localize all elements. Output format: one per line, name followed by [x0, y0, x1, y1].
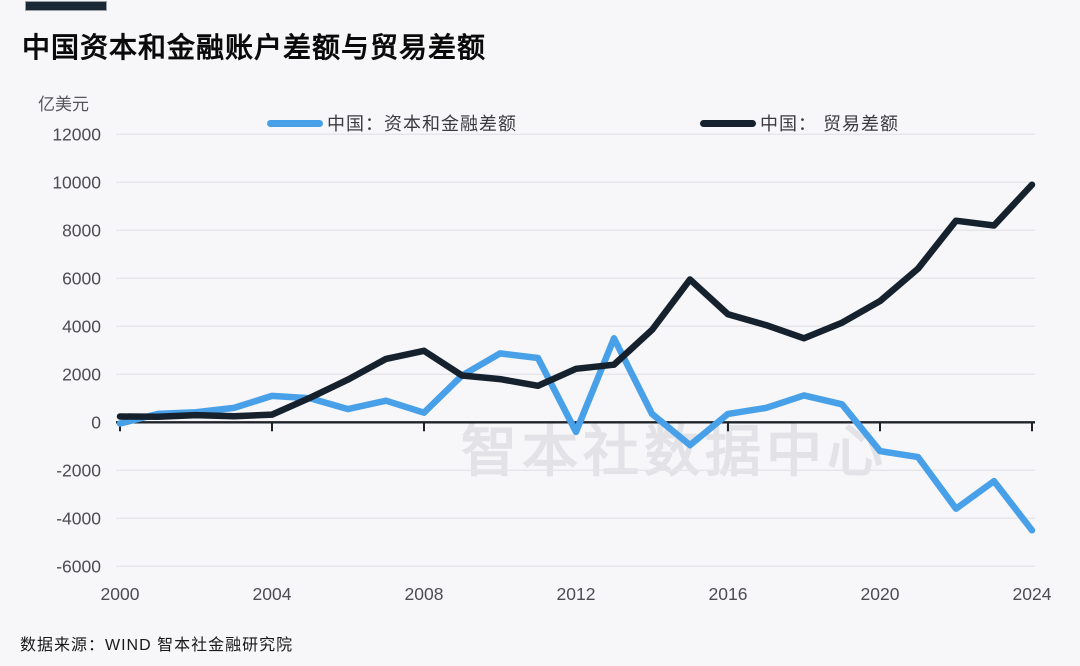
- accent-bar: [25, 1, 107, 11]
- series-line-trade-balance: [116, 181, 1036, 421]
- y-tick-label: 2000: [62, 364, 101, 384]
- legend-item-trade: 中国： 贸易差额: [700, 112, 899, 134]
- legend-swatch-capital-line: [267, 119, 323, 127]
- x-tick-label: 2020: [861, 584, 900, 604]
- y-tick-label: 6000: [62, 268, 101, 288]
- legend-label-trade: 中国： 贸易差额: [760, 114, 900, 134]
- legend-label-capital: 中国：资本和金融差额: [327, 114, 517, 134]
- x-tick-label: 2012: [557, 584, 596, 604]
- chart-title: 中国资本和金融账户差额与贸易差额: [22, 32, 487, 63]
- data-source-note: 数据来源：WIND 智本社金融研究院: [20, 637, 294, 654]
- y-tick-label: 12000: [52, 124, 101, 144]
- y-tick-label: 4000: [62, 316, 101, 336]
- y-tick-label: -2000: [56, 460, 101, 480]
- y-tick-label: 8000: [62, 220, 101, 240]
- legend-swatch-trade-line: [700, 119, 756, 127]
- x-tick-label: 2000: [101, 584, 140, 604]
- x-tick-label: 2008: [405, 584, 444, 604]
- y-tick-label: 10000: [52, 172, 101, 192]
- x-tick-label: 2024: [1013, 584, 1052, 604]
- y-axis-unit-label: 亿美元: [38, 95, 89, 114]
- x-tick-label: 2004: [253, 584, 292, 604]
- y-tick-label: 0: [91, 412, 101, 432]
- x-tick-label: 2016: [709, 584, 748, 604]
- y-tick-label: -6000: [56, 556, 101, 576]
- y-tick-label: -4000: [56, 508, 101, 528]
- series-line-capital-financial-balance: [116, 335, 1036, 534]
- legend-item-capital: 中国：资本和金融差额: [267, 112, 517, 134]
